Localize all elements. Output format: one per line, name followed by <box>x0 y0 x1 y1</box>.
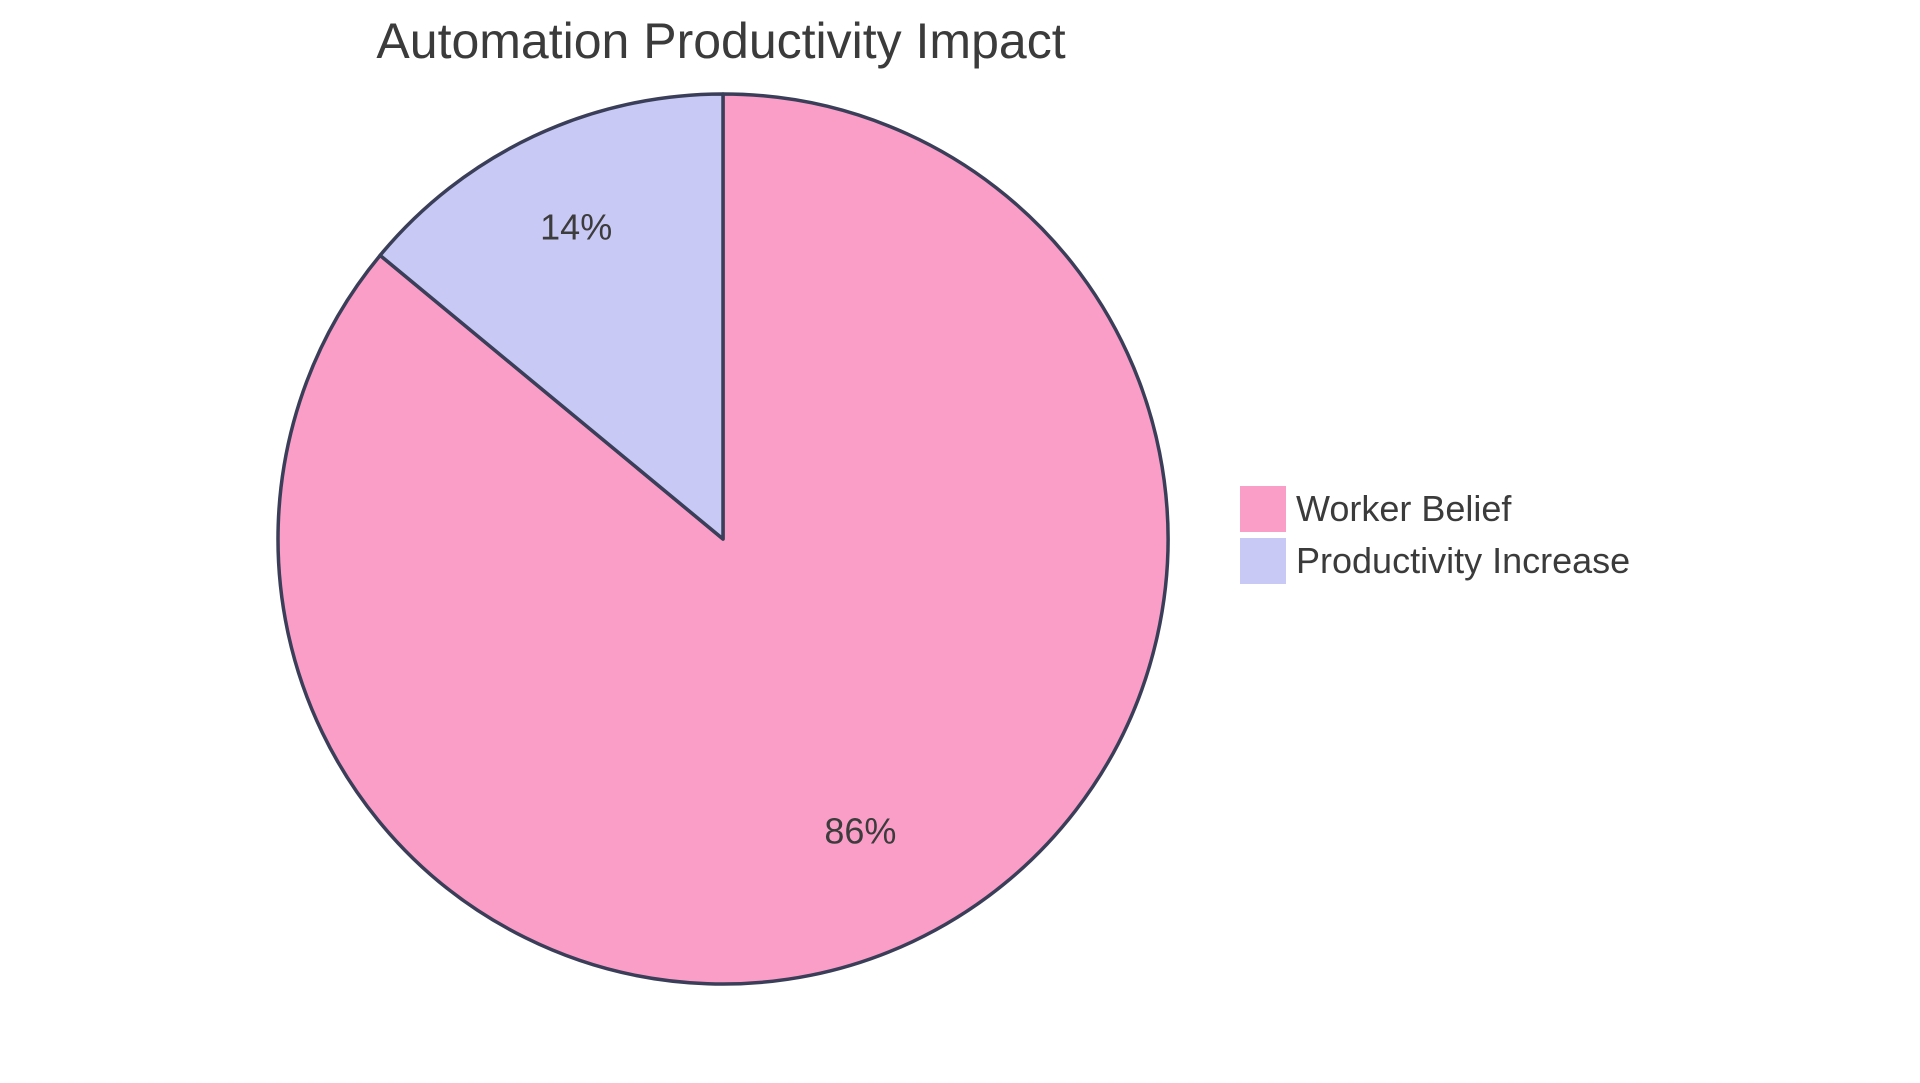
legend-label-productivity-increase: Productivity Increase <box>1296 540 1631 581</box>
chart-title: Automation Productivity Impact <box>376 13 1065 69</box>
pie-label-worker-belief: 86% <box>824 810 896 851</box>
pie-label-productivity-increase: 14% <box>540 206 612 247</box>
legend-item-productivity-increase: Productivity Increase <box>1240 538 1630 584</box>
legend-label-worker-belief: Worker Belief <box>1296 488 1512 529</box>
legend-swatch-worker-belief <box>1240 486 1286 532</box>
legend-item-worker-belief: Worker Belief <box>1240 486 1630 532</box>
pie: 86% 14% <box>276 92 1170 986</box>
pie-slice-productivity-increase <box>378 92 725 541</box>
legend-swatch-productivity-increase <box>1240 538 1286 584</box>
legend: Worker Belief Productivity Increase <box>1240 486 1630 584</box>
